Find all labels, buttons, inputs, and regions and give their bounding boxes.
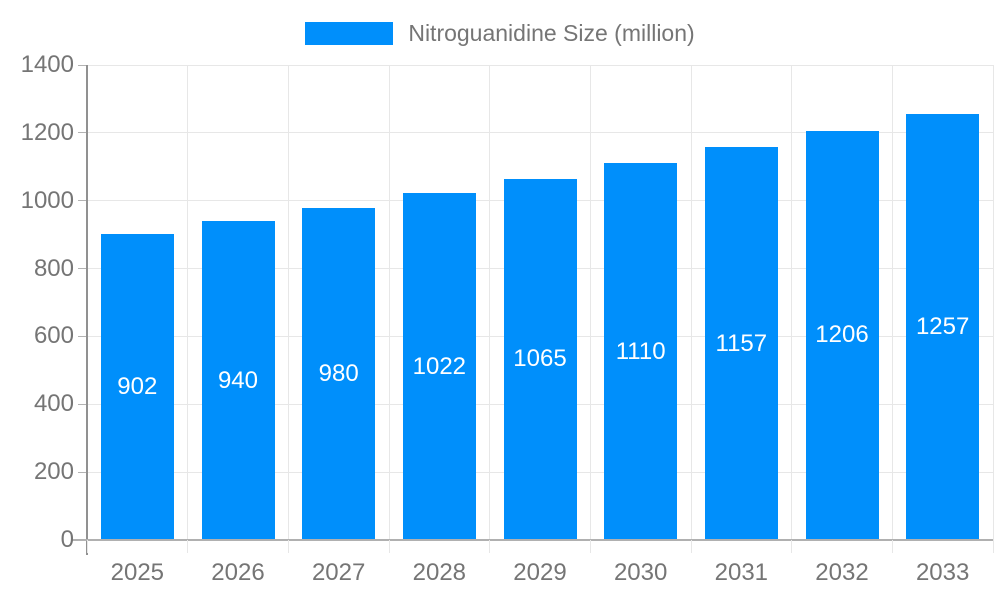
- gridline-horizontal: [87, 64, 993, 66]
- x-tick-mark: [388, 540, 390, 553]
- y-tick-label: 1400: [20, 51, 74, 78]
- bar-value-label: 1157: [715, 329, 768, 357]
- x-tick-mark: [287, 540, 289, 553]
- bar-value-label: 1206: [815, 321, 869, 349]
- x-tick-mark: [992, 540, 994, 553]
- gridline-vertical: [489, 65, 491, 540]
- y-axis-line: [86, 65, 88, 555]
- x-axis-line: [72, 539, 993, 541]
- bar[interactable]: [100, 233, 174, 540]
- x-tick-mark: [791, 540, 793, 553]
- y-tick-label: 800: [33, 254, 74, 282]
- x-tick-mark: [187, 540, 189, 553]
- bar[interactable]: [906, 113, 980, 540]
- gridline-vertical: [589, 65, 591, 540]
- x-tick-mark: [891, 540, 893, 553]
- y-tick-label: 400: [33, 390, 74, 418]
- y-tick-mark: [78, 64, 86, 66]
- legend-label[interactable]: Nitroguanidine Size (million): [408, 19, 695, 46]
- x-tick-mark: [589, 540, 591, 553]
- plot-area: 902 940 980 1022 1065 1110 1157 1206 1257: [87, 64, 994, 540]
- x-tick-mark: [86, 540, 88, 553]
- gridline-vertical: [187, 65, 189, 540]
- bar[interactable]: [704, 147, 778, 540]
- y-tick-mark: [78, 132, 86, 134]
- x-tick-label: 2031: [714, 559, 769, 586]
- bar[interactable]: [201, 221, 275, 540]
- bar-value-label: 1065: [513, 345, 567, 373]
- y-tick-mark: [78, 200, 86, 202]
- y-tick-label: 1000: [20, 186, 74, 214]
- x-tick-label: 2033: [915, 559, 970, 586]
- x-tick-label: 2027: [311, 559, 366, 586]
- y-tick-label: 200: [33, 458, 74, 486]
- x-tick-label: 2025: [110, 559, 165, 586]
- bar[interactable]: [503, 178, 577, 540]
- legend: Nitroguanidine Size (million): [0, 16, 1000, 50]
- bar[interactable]: [302, 207, 376, 540]
- bar[interactable]: [402, 193, 476, 540]
- gridline-vertical: [690, 65, 692, 540]
- bar-value-label: 1022: [412, 352, 467, 380]
- y-tick-label: 1200: [20, 118, 74, 146]
- bar-value-label: 1257: [915, 312, 970, 340]
- gridline-vertical: [891, 65, 893, 540]
- legend-swatch[interactable]: [305, 21, 394, 45]
- y-tick-label: 600: [33, 322, 74, 350]
- x-tick-mark: [489, 540, 491, 553]
- bar[interactable]: [805, 130, 879, 540]
- bar-value-label: 1110: [615, 337, 666, 365]
- x-tick-label: 2032: [815, 559, 869, 586]
- y-tick-mark: [78, 335, 86, 337]
- y-tick-mark: [78, 539, 86, 541]
- x-tick-label: 2030: [613, 559, 668, 586]
- x-tick-mark: [690, 540, 692, 553]
- x-tick-label: 2029: [513, 559, 567, 586]
- y-tick-label: 0: [60, 526, 74, 553]
- bar[interactable]: [604, 163, 678, 540]
- gridline-vertical: [287, 65, 289, 540]
- x-tick-label: 2028: [412, 559, 467, 586]
- bar-value-label: 940: [217, 366, 258, 394]
- bar-value-label: 902: [117, 372, 158, 400]
- gridline-horizontal: [87, 132, 993, 134]
- y-tick-mark: [78, 403, 86, 405]
- gridline-vertical: [388, 65, 390, 540]
- y-tick-mark: [78, 268, 86, 270]
- x-tick-label: 2026: [211, 559, 265, 586]
- gridline-vertical: [992, 65, 994, 540]
- bar-value-label: 980: [318, 359, 359, 387]
- y-tick-mark: [78, 471, 86, 473]
- gridline-vertical: [791, 65, 793, 540]
